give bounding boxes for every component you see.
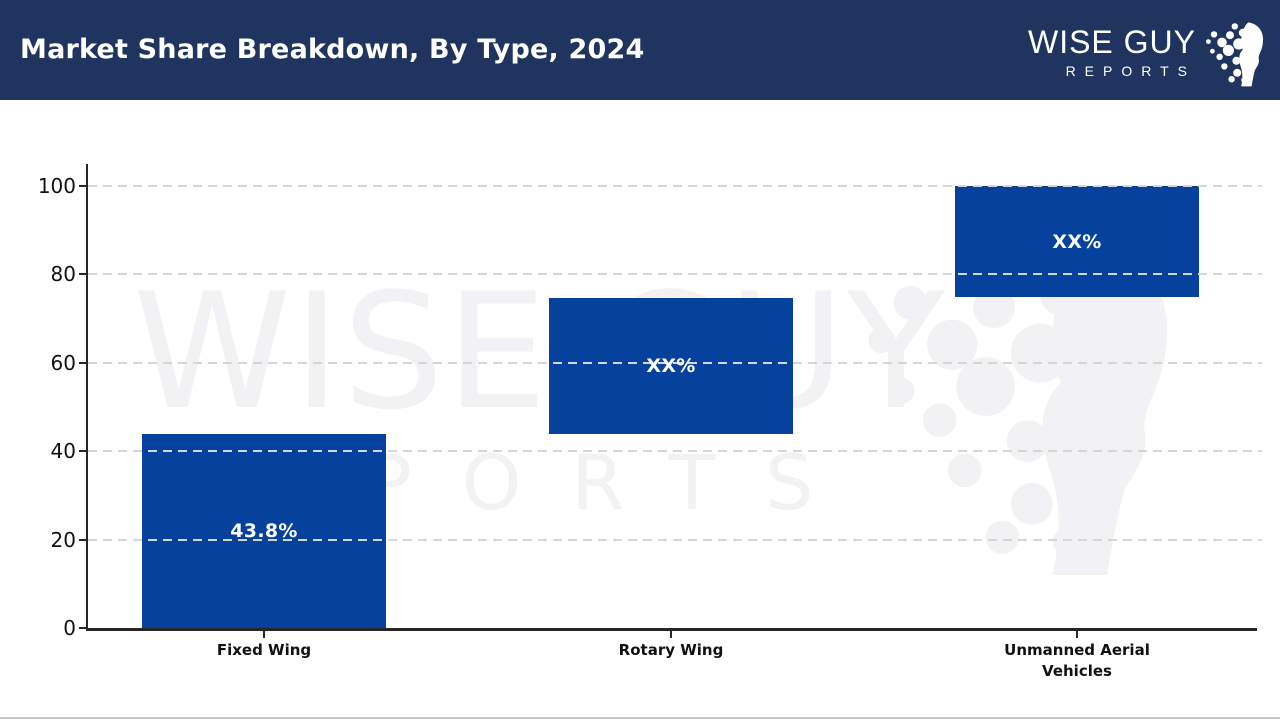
y-tick-label: 100 — [37, 174, 76, 198]
x-category-label: Unmanned Aerial Vehicles — [1004, 641, 1150, 680]
grid-line-20 — [88, 538, 1262, 541]
y-axis-tick — [79, 361, 86, 364]
header-bar: Market Share Breakdown, By Type, 2024 WI… — [0, 0, 1280, 100]
grid-line-40 — [88, 450, 1262, 453]
grid-line-60 — [88, 361, 1262, 364]
x-category-label: Rotary Wing — [618, 641, 724, 659]
brand-head-icon — [1206, 22, 1264, 87]
y-tick-label: 60 — [50, 350, 76, 375]
x-axis-tick — [1076, 631, 1078, 638]
y-axis-tick — [79, 450, 86, 453]
chart-title: Market Share Breakdown, By Type, 2024 — [20, 34, 645, 65]
brand-name: WISE GUY — [1027, 24, 1196, 60]
x-axis-tick — [263, 631, 265, 638]
brand-logo: WISE GUY REPORTS — [1016, 8, 1266, 94]
bottom-rule — [0, 717, 1280, 719]
bar-value-label: 43.8% — [230, 520, 298, 543]
x-axis-spine — [86, 628, 1257, 631]
x-category-label: Fixed Wing — [216, 641, 312, 659]
brand-subtitle: REPORTS — [1065, 63, 1196, 79]
y-axis-tick — [79, 273, 86, 276]
y-axis-tick — [79, 627, 86, 629]
bar-rotary-wing — [549, 298, 793, 435]
y-axis-spine — [86, 164, 88, 631]
y-tick-label: 40 — [50, 439, 76, 464]
y-tick-label: 20 — [50, 527, 76, 552]
x-axis-tick — [670, 631, 672, 638]
bar-value-label: XX% — [646, 355, 696, 378]
y-tick-label: 80 — [50, 262, 76, 287]
brand-logo-text: WISE GUY REPORTS — [1028, 24, 1196, 79]
bar-fixed-wing — [142, 434, 386, 628]
y-tick-label: 0 — [63, 616, 76, 640]
y-axis-tick — [79, 538, 86, 541]
bar-value-label: XX% — [1052, 230, 1102, 253]
y-axis-tick — [79, 185, 86, 187]
grid-line-100 — [88, 185, 1262, 187]
grid-line-80 — [88, 273, 1262, 276]
